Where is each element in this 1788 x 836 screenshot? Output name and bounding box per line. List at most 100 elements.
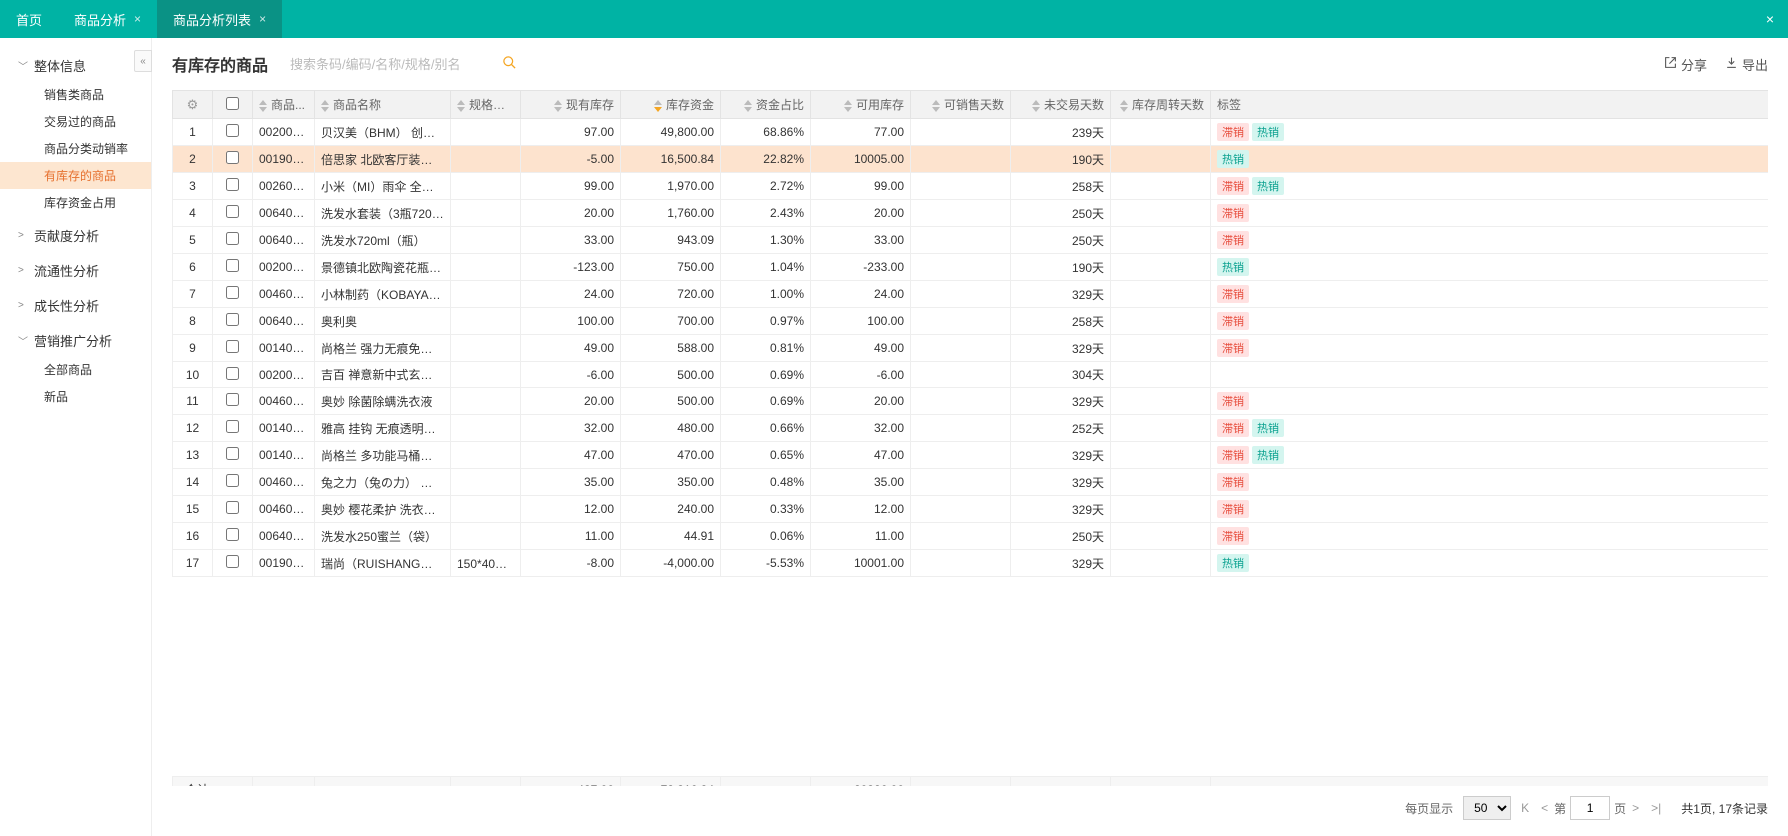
row-checkbox[interactable] xyxy=(226,178,239,191)
tag-hot: 热销 xyxy=(1252,419,1284,437)
cell-tags: 滞销 xyxy=(1211,281,1769,308)
cell-chk xyxy=(213,415,253,442)
col-header-name[interactable]: 商品名称 xyxy=(315,91,451,119)
table-row[interactable]: 7004600...小林制药（KOBAYASHI）E24.00720.001.0… xyxy=(173,281,1769,308)
col-header-ratio[interactable]: 资金占比 xyxy=(721,91,811,119)
table-row[interactable]: 12001400...雅高 挂钩 无痕透明粘钩 强32.00480.000.66… xyxy=(173,415,1769,442)
tag-stale: 滞销 xyxy=(1217,527,1249,545)
cell-tags: 热销 xyxy=(1211,550,1769,577)
cell-fund: 49,800.00 xyxy=(621,119,721,146)
table-row[interactable]: 9001400...尚格兰 强力无痕免打孔浴室49.00588.000.81%4… xyxy=(173,335,1769,362)
cell-avail: -6.00 xyxy=(811,362,911,388)
page-first-button[interactable]: K xyxy=(1515,799,1535,817)
col-header-fund[interactable]: 库存资金 xyxy=(621,91,721,119)
per-page-select[interactable]: 50 xyxy=(1463,796,1511,820)
row-checkbox[interactable] xyxy=(226,205,239,218)
cell-tags: 滞销热销 xyxy=(1211,415,1769,442)
page-input[interactable] xyxy=(1570,796,1610,820)
cell-name: 雅高 挂钩 无痕透明粘钩 强 xyxy=(315,415,451,442)
page-last-button[interactable]: >| xyxy=(1645,799,1667,817)
cell-stock: -5.00 xyxy=(521,146,621,173)
table-row[interactable]: 16006400...洗发水250蜜兰（袋）11.0044.910.06%11.… xyxy=(173,523,1769,550)
col-header-code[interactable]: 商品... xyxy=(253,91,315,119)
cell-ratio: 0.65% xyxy=(721,442,811,469)
row-checkbox[interactable] xyxy=(226,340,239,353)
row-checkbox[interactable] xyxy=(226,393,239,406)
table-row[interactable]: 14004600...兔之力（兔の力） 粘毛器粘35.00350.000.48%… xyxy=(173,469,1769,496)
gear-icon[interactable]: ⚙ xyxy=(187,97,199,112)
row-checkbox[interactable] xyxy=(226,367,239,380)
tab-close-icon[interactable]: × xyxy=(134,12,141,26)
page-prev-button[interactable]: < xyxy=(1535,799,1554,817)
table-row[interactable]: 17001900...瑞尚（RUISHANG） 卧室床150*40厘米-8.00… xyxy=(173,550,1769,577)
cell-gear: 1 xyxy=(173,119,213,146)
table-row[interactable]: 11004600...奥妙 除菌除螨洗衣液20.00500.000.69%20.… xyxy=(173,388,1769,415)
tab-1[interactable]: 商品分析× xyxy=(58,0,157,38)
share-label: 分享 xyxy=(1681,55,1707,74)
cell-avail: 77.00 xyxy=(811,119,911,146)
table-row[interactable]: 10002000...吉百 禅意新中式玄关摆件套-6.00500.000.69%… xyxy=(173,362,1769,388)
col-header-saledays[interactable]: 可销售天数 xyxy=(911,91,1011,119)
row-checkbox[interactable] xyxy=(226,313,239,326)
cell-chk xyxy=(213,173,253,200)
col-header-notrade[interactable]: 未交易天数 xyxy=(1011,91,1111,119)
table-row[interactable]: 13001400...尚格兰 多功能马桶刷套装 卫47.00470.000.65… xyxy=(173,442,1769,469)
table-row[interactable]: 2001900...倍思家 北欧客厅装饰画卧室-5.0016,500.8422.… xyxy=(173,146,1769,173)
sidebar-group-2[interactable]: >流通性分析 xyxy=(0,255,151,286)
sidebar-item-0-0[interactable]: 销售类商品 xyxy=(0,81,151,108)
sidebar-item-4-0[interactable]: 全部商品 xyxy=(0,356,151,383)
col-header-avail[interactable]: 可用库存 xyxy=(811,91,911,119)
table-row[interactable]: 6002000...景德镇北欧陶瓷花瓶摆件 优-123.00750.001.04… xyxy=(173,254,1769,281)
topbar-close-button[interactable]: × xyxy=(1752,0,1788,38)
tab-close-icon[interactable]: × xyxy=(259,12,266,26)
cell-turnover xyxy=(1111,281,1211,308)
cell-spec xyxy=(451,146,521,173)
cell-notrade: 258天 xyxy=(1011,173,1111,200)
sidebar-group-4[interactable]: ﹀营销推广分析 xyxy=(0,325,151,356)
row-checkbox[interactable] xyxy=(226,259,239,272)
sidebar-item-0-1[interactable]: 交易过的商品 xyxy=(0,108,151,135)
row-checkbox[interactable] xyxy=(226,528,239,541)
cell-spec xyxy=(451,496,521,523)
col-header-turnover[interactable]: 库存周转天数 xyxy=(1111,91,1211,119)
table-row[interactable]: 3002600...小米（MI）雨伞 全自动折叠99.001,970.002.7… xyxy=(173,173,1769,200)
sidebar-item-0-3[interactable]: 有库存的商品 xyxy=(0,162,151,189)
tab-2[interactable]: 商品分析列表× xyxy=(157,0,282,38)
row-checkbox[interactable] xyxy=(226,232,239,245)
table-row[interactable]: 8006400...奥利奥100.00700.000.97%100.00258天… xyxy=(173,308,1769,335)
row-checkbox[interactable] xyxy=(226,151,239,164)
search-input[interactable] xyxy=(284,53,494,76)
row-checkbox[interactable] xyxy=(226,124,239,137)
row-checkbox[interactable] xyxy=(226,447,239,460)
page-next-button[interactable]: > xyxy=(1626,799,1645,817)
sidebar-group-0[interactable]: ﹀整体信息 xyxy=(0,50,151,81)
sidebar-item-4-1[interactable]: 新品 xyxy=(0,383,151,410)
table-row[interactable]: 4006400...洗发水套装（3瓶720ml+1）20.001,760.002… xyxy=(173,200,1769,227)
sidebar-group-3[interactable]: >成长性分析 xyxy=(0,290,151,321)
col-header-stock[interactable]: 现有库存 xyxy=(521,91,621,119)
row-checkbox[interactable] xyxy=(226,555,239,568)
table-row[interactable]: 15004600...奥妙 樱花柔护 洗衣凝珠 1012.00240.000.3… xyxy=(173,496,1769,523)
sidebar-item-0-4[interactable]: 库存资金占用 xyxy=(0,189,151,216)
cell-notrade: 250天 xyxy=(1011,200,1111,227)
cell-chk xyxy=(213,550,253,577)
row-checkbox[interactable] xyxy=(226,501,239,514)
row-checkbox[interactable] xyxy=(226,420,239,433)
row-checkbox[interactable] xyxy=(226,286,239,299)
cell-turnover xyxy=(1111,254,1211,281)
cell-avail: 11.00 xyxy=(811,523,911,550)
search-icon[interactable] xyxy=(502,55,517,74)
row-checkbox[interactable] xyxy=(226,474,239,487)
sidebar-collapse-button[interactable]: « xyxy=(134,50,152,72)
col-header-spec[interactable]: 规格型号 xyxy=(451,91,521,119)
tab-label: 首页 xyxy=(16,10,42,29)
share-button[interactable]: 分享 xyxy=(1664,55,1707,74)
tab-0[interactable]: 首页 xyxy=(0,0,58,38)
select-all-checkbox[interactable] xyxy=(226,97,239,110)
sidebar-group-1[interactable]: >贡献度分析 xyxy=(0,220,151,251)
table-row[interactable]: 5006400...洗发水720ml（瓶）33.00943.091.30%33.… xyxy=(173,227,1769,254)
export-button[interactable]: 导出 xyxy=(1725,55,1768,74)
sidebar-item-0-2[interactable]: 商品分类动销率 xyxy=(0,135,151,162)
tag-stale: 滞销 xyxy=(1217,392,1249,410)
table-row[interactable]: 1002000...贝汉美（BHM） 创意北欧97.0049,800.0068.… xyxy=(173,119,1769,146)
